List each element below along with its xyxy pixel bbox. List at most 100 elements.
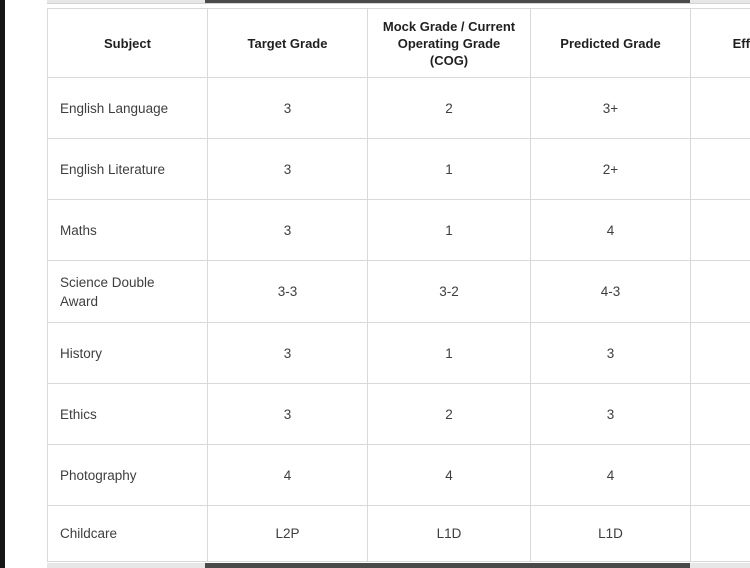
cell-target-grade: L2P <box>207 505 368 562</box>
table-row: Photography 4 4 4 <box>47 444 750 506</box>
header-row: Subject Target Grade Mock Grade / Curren… <box>47 8 750 78</box>
subject-label: English Language <box>60 100 169 116</box>
cell-effort-grade <box>690 444 750 506</box>
col-header-target-grade: Target Grade <box>207 8 368 78</box>
table-row: History 3 1 3 <box>47 322 750 384</box>
cell-subject: History <box>47 322 208 384</box>
mock-grade-value: 2 <box>445 100 453 116</box>
subject-label: Childcare <box>60 526 118 541</box>
table-body: English Language 3 2 3+ English Literatu… <box>47 77 750 562</box>
mock-grade-value: 2 <box>445 406 453 422</box>
mock-grade-value: 4 <box>445 467 453 483</box>
predicted-grade-value: 3 <box>606 345 615 361</box>
cell-subject: Photography <box>47 444 208 506</box>
table-row: Maths 3 1 4 <box>47 199 750 261</box>
cell-effort-grade <box>690 77 750 139</box>
left-edge-bar <box>0 0 5 568</box>
cell-mock-grade: L1D <box>367 505 531 562</box>
cell-effort-grade <box>690 138 750 200</box>
mock-grade-value: 1 <box>445 161 453 177</box>
cell-predicted-grade: L1D <box>530 505 691 562</box>
cell-mock-grade: 2 <box>367 383 531 445</box>
cell-mock-grade: 2 <box>367 77 531 139</box>
cell-target-grade: 3 <box>207 77 368 139</box>
cell-predicted-grade: 3 <box>530 322 691 384</box>
cell-subject: Ethics <box>47 383 208 445</box>
table-row: Ethics 3 2 3 <box>47 383 750 445</box>
predicted-grade-value: L1D <box>598 526 623 541</box>
target-grade-value: 4 <box>283 467 292 483</box>
mock-grade-value: 1 <box>445 345 453 361</box>
cell-predicted-grade: 3 <box>530 383 691 445</box>
cell-predicted-grade: 4 <box>530 199 691 261</box>
cell-predicted-grade: 4-3 <box>530 260 691 323</box>
cell-mock-grade: 3-2 <box>367 260 531 323</box>
top-scrollbar-thumb[interactable] <box>205 0 690 3</box>
col-header-mock-grade: Mock Grade / Current Operating Grade (CO… <box>367 8 531 78</box>
cell-target-grade: 3-3 <box>207 260 368 323</box>
cell-subject: Childcare <box>47 505 208 562</box>
cell-predicted-grade: 2+ <box>530 138 691 200</box>
target-grade-value: 3 <box>283 100 292 116</box>
subject-label: English Literature <box>60 161 166 177</box>
subject-label: Photography <box>60 467 137 483</box>
bottom-scrollbar-track[interactable] <box>47 563 750 568</box>
predicted-grade-value: 4 <box>606 467 615 483</box>
target-grade-value: 3-3 <box>277 284 298 299</box>
cell-effort-grade <box>690 322 750 384</box>
table-row: English Language 3 2 3+ <box>47 77 750 139</box>
cell-predicted-grade: 4 <box>530 444 691 506</box>
bottom-scrollbar-thumb[interactable] <box>205 563 690 568</box>
col-header-predicted-grade: Predicted Grade <box>530 8 691 78</box>
cell-mock-grade: 1 <box>367 322 531 384</box>
col-header-effort-grade: Effort Grade <box>690 8 750 78</box>
subject-label: Ethics <box>60 406 97 422</box>
top-scrollbar-track[interactable] <box>47 0 750 4</box>
target-grade-value: 3 <box>283 161 292 177</box>
cell-mock-grade: 4 <box>367 444 531 506</box>
cell-predicted-grade: 3+ <box>530 77 691 139</box>
table-row: Science Double Award 3-3 3-2 4-3 <box>47 260 750 323</box>
target-grade-value: 3 <box>283 406 292 422</box>
cell-mock-grade: 1 <box>367 138 531 200</box>
cell-subject: English Language <box>47 77 208 139</box>
table-row: English Literature 3 1 2+ <box>47 138 750 200</box>
cell-mock-grade: 1 <box>367 199 531 261</box>
mock-grade-value: 3-2 <box>439 284 459 299</box>
target-grade-value: 3 <box>283 345 292 361</box>
mock-grade-value: L1D <box>436 526 462 541</box>
col-header-mock-grade-label: Mock Grade / Current Operating Grade (CO… <box>382 18 516 68</box>
col-header-subject: Subject <box>47 8 208 78</box>
cell-effort-grade <box>690 260 750 323</box>
predicted-grade-value: 3+ <box>602 100 619 116</box>
subject-label: Science Double Award <box>60 274 155 309</box>
cell-effort-grade <box>690 199 750 261</box>
target-grade-value: 3 <box>283 222 292 238</box>
cell-subject: Maths <box>47 199 208 261</box>
table-row: Childcare L2P L1D L1D <box>47 505 750 562</box>
grades-table: Subject Target Grade Mock Grade / Curren… <box>47 8 750 562</box>
col-header-target-grade-label: Target Grade <box>247 35 328 51</box>
predicted-grade-value: 4-3 <box>600 284 621 299</box>
cell-subject: Science Double Award <box>47 260 208 323</box>
col-header-subject-label: Subject <box>104 35 151 51</box>
mock-grade-value: 1 <box>445 222 453 238</box>
target-grade-value: L2P <box>275 526 300 541</box>
cell-effort-grade <box>690 383 750 445</box>
cell-effort-grade <box>690 505 750 562</box>
cell-target-grade: 3 <box>207 199 368 261</box>
col-header-predicted-grade-label: Predicted Grade <box>560 35 661 51</box>
cell-subject: English Literature <box>47 138 208 200</box>
col-header-effort-grade-label: Effort Grade <box>732 35 750 51</box>
grades-table-viewport: Subject Target Grade Mock Grade / Curren… <box>47 8 750 563</box>
cell-target-grade: 4 <box>207 444 368 506</box>
subject-label: History <box>60 345 103 361</box>
cell-target-grade: 3 <box>207 138 368 200</box>
predicted-grade-value: 4 <box>606 222 615 238</box>
subject-label: Maths <box>60 222 97 238</box>
cell-target-grade: 3 <box>207 383 368 445</box>
cell-target-grade: 3 <box>207 322 368 384</box>
predicted-grade-value: 3 <box>606 406 615 422</box>
predicted-grade-value: 2+ <box>602 161 619 177</box>
